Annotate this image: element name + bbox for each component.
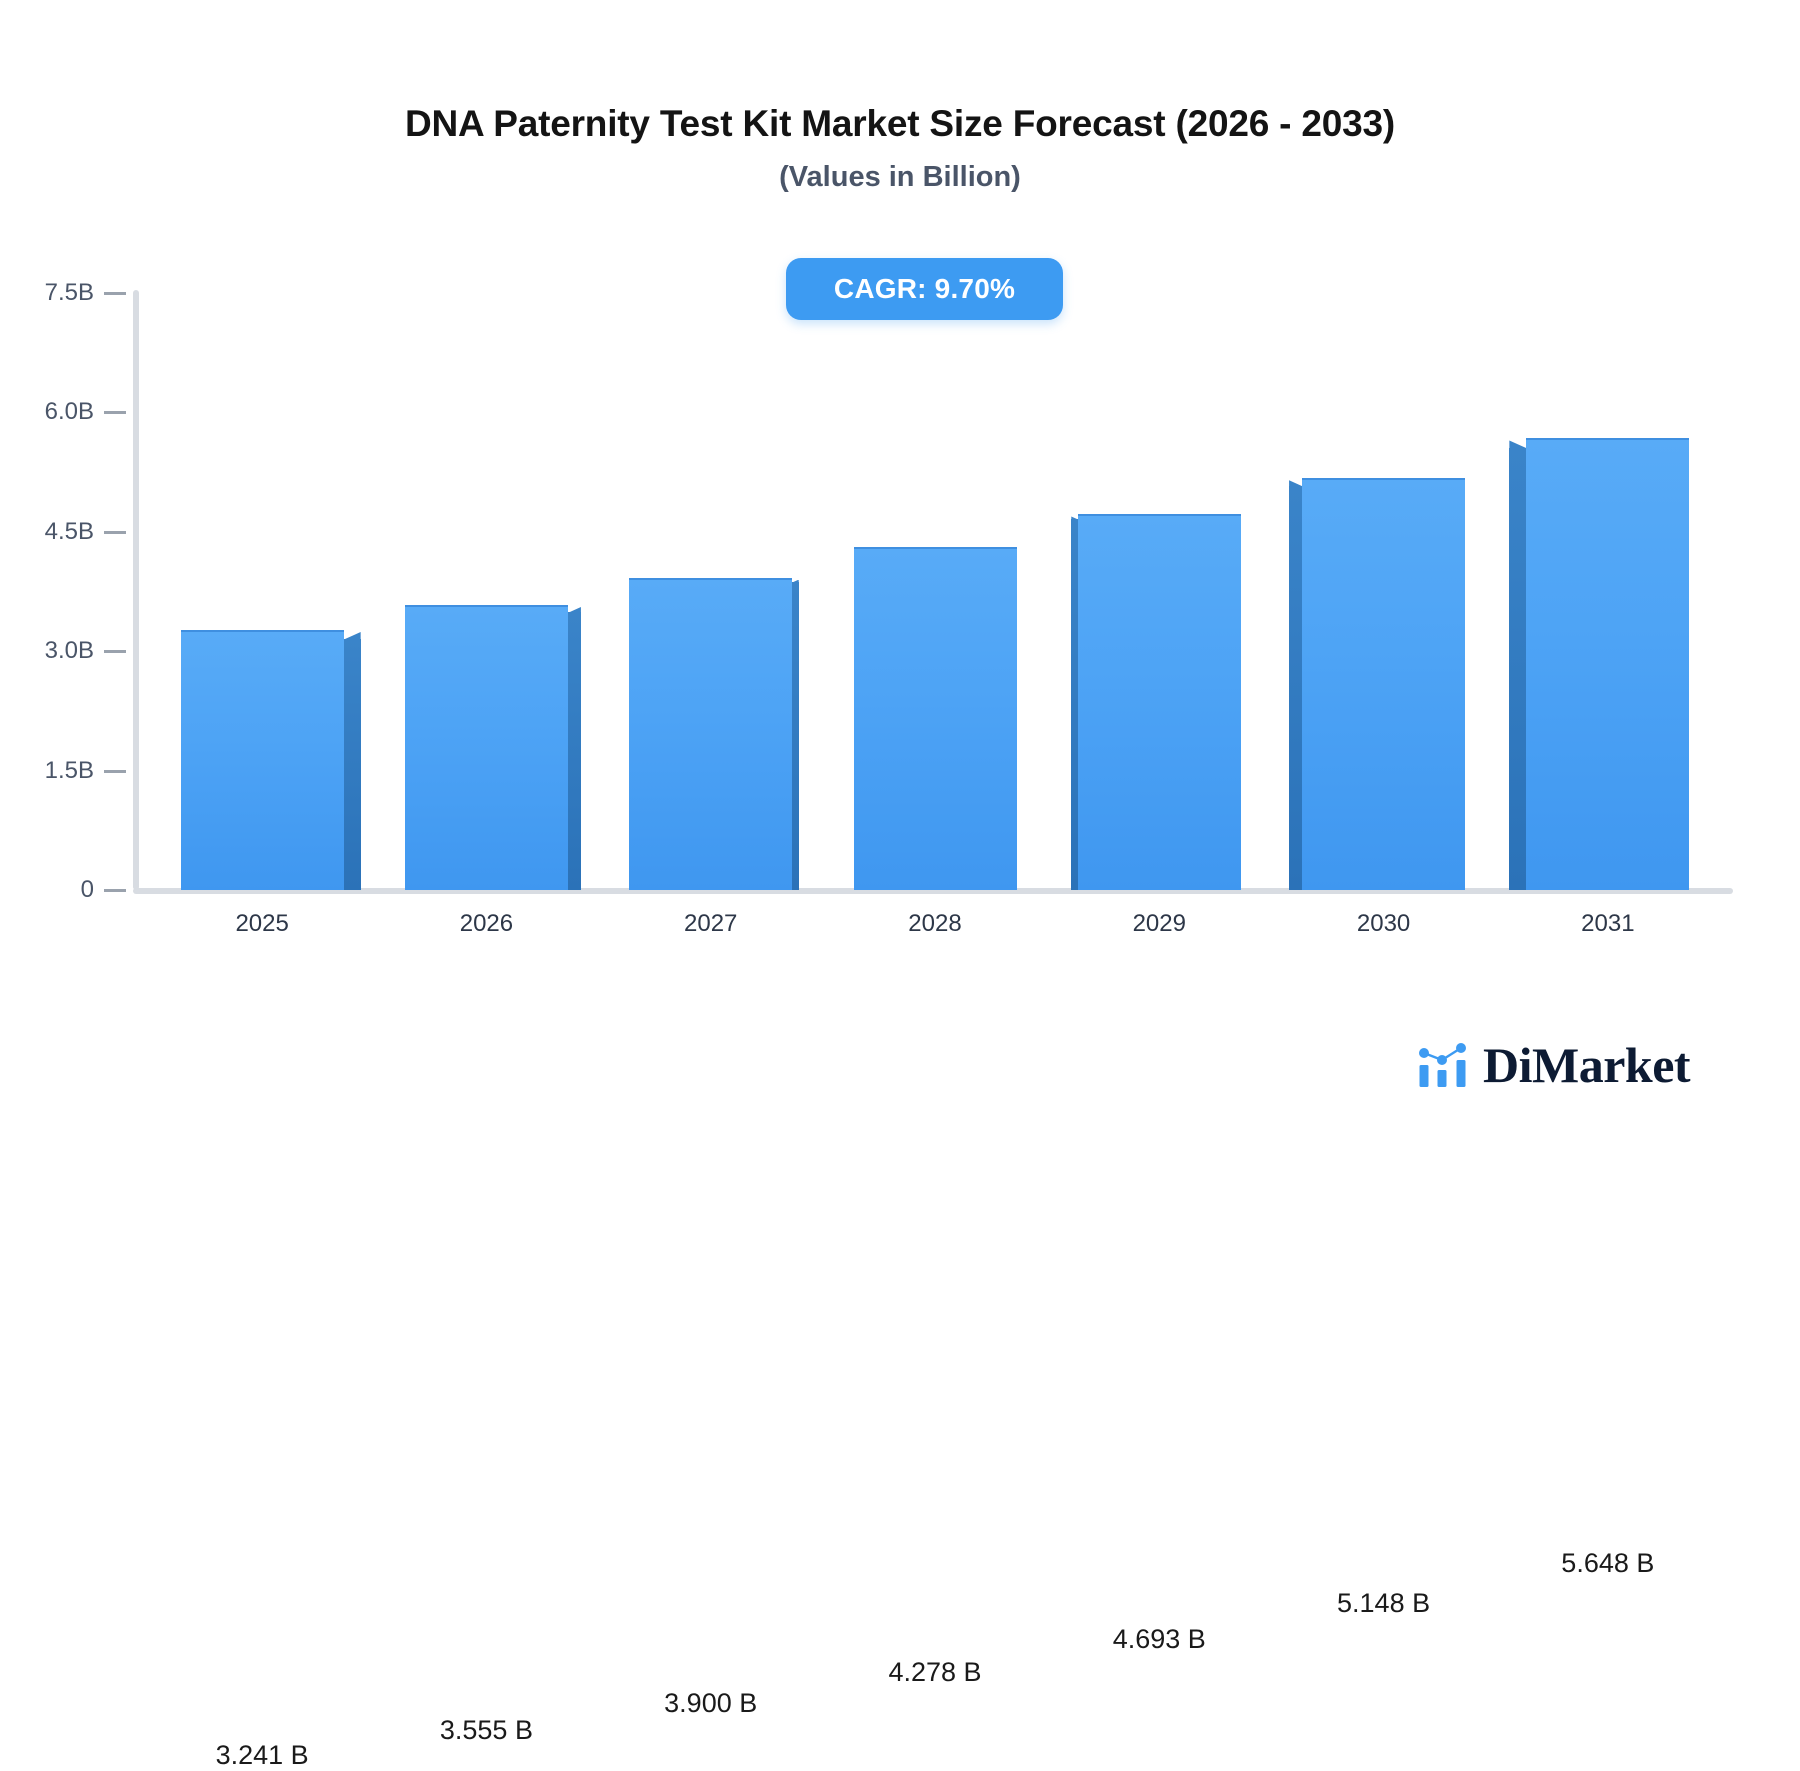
y-axis-tick xyxy=(104,650,126,654)
bar-side-face xyxy=(1071,519,1078,890)
y-axis-tick xyxy=(104,769,126,773)
bar-value-label: 3.900 B xyxy=(664,1687,758,1718)
y-axis-tick xyxy=(104,530,126,534)
bar-value-label: 5.148 B xyxy=(1337,1588,1431,1619)
chart-plot-area: 0 1.5B 3.0B 4.5B 6.0B 7.5B 3.241 B 3.555 B 3.90… xyxy=(44,279,1733,1770)
bar-front-face[interactable] xyxy=(629,577,793,890)
bar-top-bevel xyxy=(1509,440,1527,449)
bar-side-face xyxy=(792,582,799,890)
y-axis-tick-label: 1.5B xyxy=(44,756,94,784)
bar-top-bevel xyxy=(567,607,581,613)
cagr-badge: CAGR: 9.70% xyxy=(786,258,1063,320)
x-axis-baseline xyxy=(133,888,1733,894)
bar-front-face[interactable] xyxy=(1077,514,1241,890)
y-axis-line xyxy=(133,290,139,890)
bar-value-label: 3.555 B xyxy=(439,1715,533,1746)
x-axis-label-2031: 2031 xyxy=(1581,910,1635,937)
bar-chart-dots-icon xyxy=(1415,1040,1471,1090)
y-axis-tick-label: 6.0B xyxy=(44,398,94,426)
bar-value-label: 4.278 B xyxy=(888,1657,982,1688)
bar-value-label: 5.648 B xyxy=(1561,1548,1655,1579)
bar-front-face[interactable] xyxy=(1302,478,1466,890)
chart-subtitle: (Values in Billion) xyxy=(779,160,1021,193)
y-axis-tick-label: 0 xyxy=(80,876,94,903)
bar-top-bevel xyxy=(343,632,361,640)
x-axis-label-2030: 2030 xyxy=(1356,910,1411,937)
bar-front-face[interactable] xyxy=(404,605,568,890)
y-axis-tick-label: 3.0B xyxy=(44,637,94,665)
bar-side-face xyxy=(1509,447,1527,890)
x-axis-label-2026: 2026 xyxy=(459,910,514,937)
bars-layer: 3.241 B 3.555 B 3.900 B 4.278 B 4.693 B 5.148… xyxy=(180,438,1690,1770)
bar-side-face xyxy=(567,612,581,890)
x-axis-label-2029: 2029 xyxy=(1132,910,1186,937)
x-axis-label-2028: 2028 xyxy=(908,910,962,937)
bar-top-bevel xyxy=(1289,480,1303,487)
bar-side-face xyxy=(343,639,361,890)
bar-top-bevel xyxy=(792,579,799,583)
y-axis-tick-label: 7.5B xyxy=(44,279,94,306)
bar-top-bevel xyxy=(1071,516,1078,520)
y-axis-tick xyxy=(104,292,126,295)
y-axis-tick xyxy=(104,411,126,415)
y-axis-tick xyxy=(104,889,126,892)
bar-front-face[interactable] xyxy=(1526,438,1690,890)
bar-front-face[interactable] xyxy=(180,630,344,890)
x-axis-label-2025: 2025 xyxy=(235,910,289,937)
y-axis-tick-label: 4.5B xyxy=(44,517,94,545)
bar-front-face[interactable] xyxy=(853,547,1017,890)
brand-logo: DiMarket xyxy=(1415,1037,1691,1093)
bar-value-label: 3.241 B xyxy=(215,1740,309,1771)
bar-value-label: 4.693 B xyxy=(1112,1624,1206,1655)
chart-header: DNA Paternity Test Kit Market Size Forec… xyxy=(0,0,1800,194)
bar-side-face xyxy=(1289,485,1303,890)
logo-wordmark: DiMarket xyxy=(1483,1037,1691,1093)
x-axis-label-2027: 2027 xyxy=(684,910,738,937)
page-title: DNA Paternity Test Kit Market Size Forec… xyxy=(404,103,1396,144)
